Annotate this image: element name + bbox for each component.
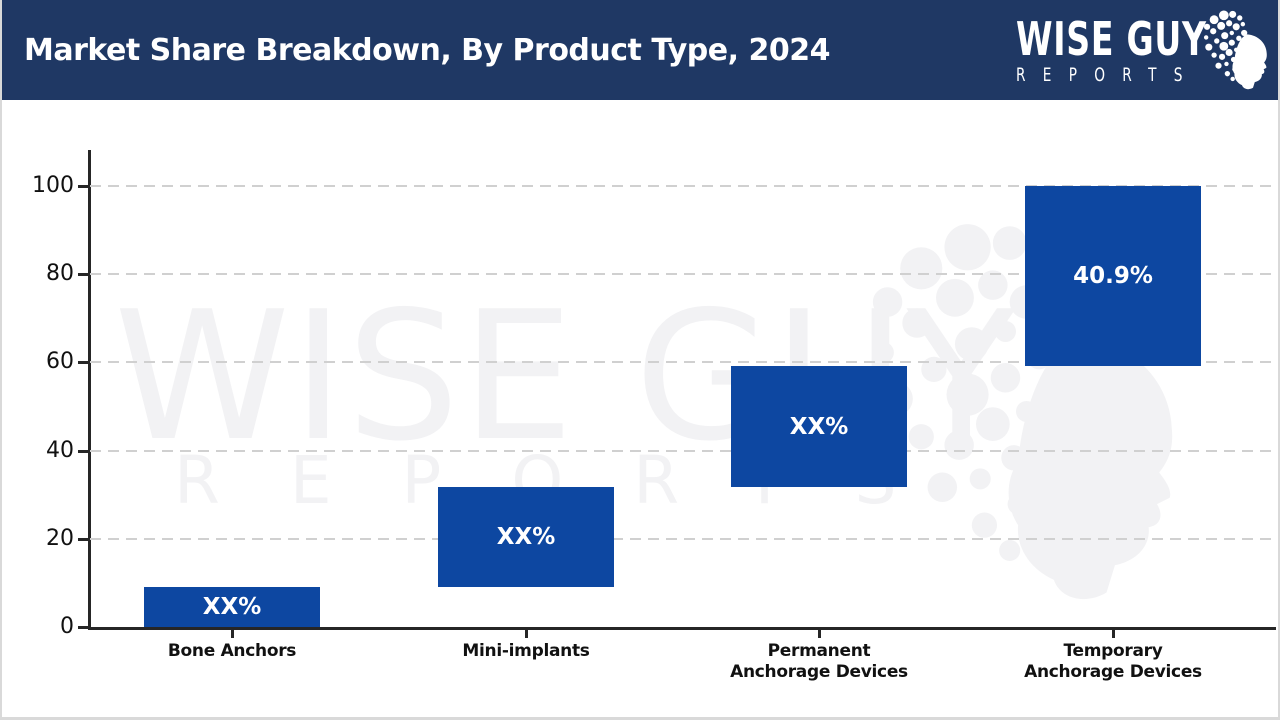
- y-tick-label-100: 100: [32, 173, 74, 198]
- wiseguy-head-icon: [1200, 10, 1268, 94]
- bar-segment: 40.9%: [1025, 186, 1201, 367]
- bar-value-label: XX%: [789, 413, 849, 440]
- bar-value-label: XX%: [202, 593, 262, 620]
- y-tick-0: [78, 626, 88, 629]
- y-tick-80: [78, 273, 88, 277]
- y-tick-label-40: 40: [46, 437, 74, 463]
- bar-value-label: XX%: [496, 523, 556, 550]
- gridline-20: [90, 537, 1274, 540]
- x-tick-2: [818, 630, 821, 638]
- category-label: Temporary Anchorage Devices: [1024, 641, 1202, 682]
- x-tick-1: [525, 630, 528, 638]
- bar-segment: XX%: [731, 366, 907, 487]
- y-tick-label-20: 20: [46, 525, 74, 551]
- x-tick-0: [231, 630, 234, 638]
- y-axis: [88, 150, 91, 630]
- wiseguy-logo: WISE GUY REPORTS: [1016, 8, 1266, 94]
- y-tick-100: [78, 185, 88, 188]
- y-tick-label-0: 0: [60, 614, 74, 639]
- category-label: Permanent Anchorage Devices: [730, 641, 908, 682]
- bar-segment: XX%: [144, 586, 320, 627]
- bar-value-label: 40.9%: [1073, 263, 1153, 290]
- category-label: Bone Anchors: [167, 641, 297, 661]
- header-bar: Market Share Breakdown, By Product Type,…: [2, 0, 1278, 100]
- bar-segment: XX%: [438, 486, 614, 587]
- gridline-100: [90, 185, 1274, 187]
- y-tick-label-60: 60: [46, 349, 74, 375]
- y-tick-20: [78, 537, 88, 541]
- category-label: Mini-implants: [462, 641, 590, 661]
- gridline-40: [90, 449, 1274, 452]
- gridline-60: [90, 361, 1274, 364]
- page-title: Market Share Breakdown, By Product Type,…: [24, 32, 830, 68]
- logo-wiseguy-text: WISE GUY: [1016, 12, 1207, 66]
- x-axis: [88, 627, 1276, 630]
- y-tick-label-80: 80: [46, 261, 74, 287]
- y-tick-40: [78, 449, 88, 453]
- logo-reports-text: REPORTS: [1016, 64, 1200, 86]
- x-tick-3: [1112, 630, 1115, 638]
- gridline-80: [90, 273, 1274, 276]
- y-tick-60: [78, 361, 88, 365]
